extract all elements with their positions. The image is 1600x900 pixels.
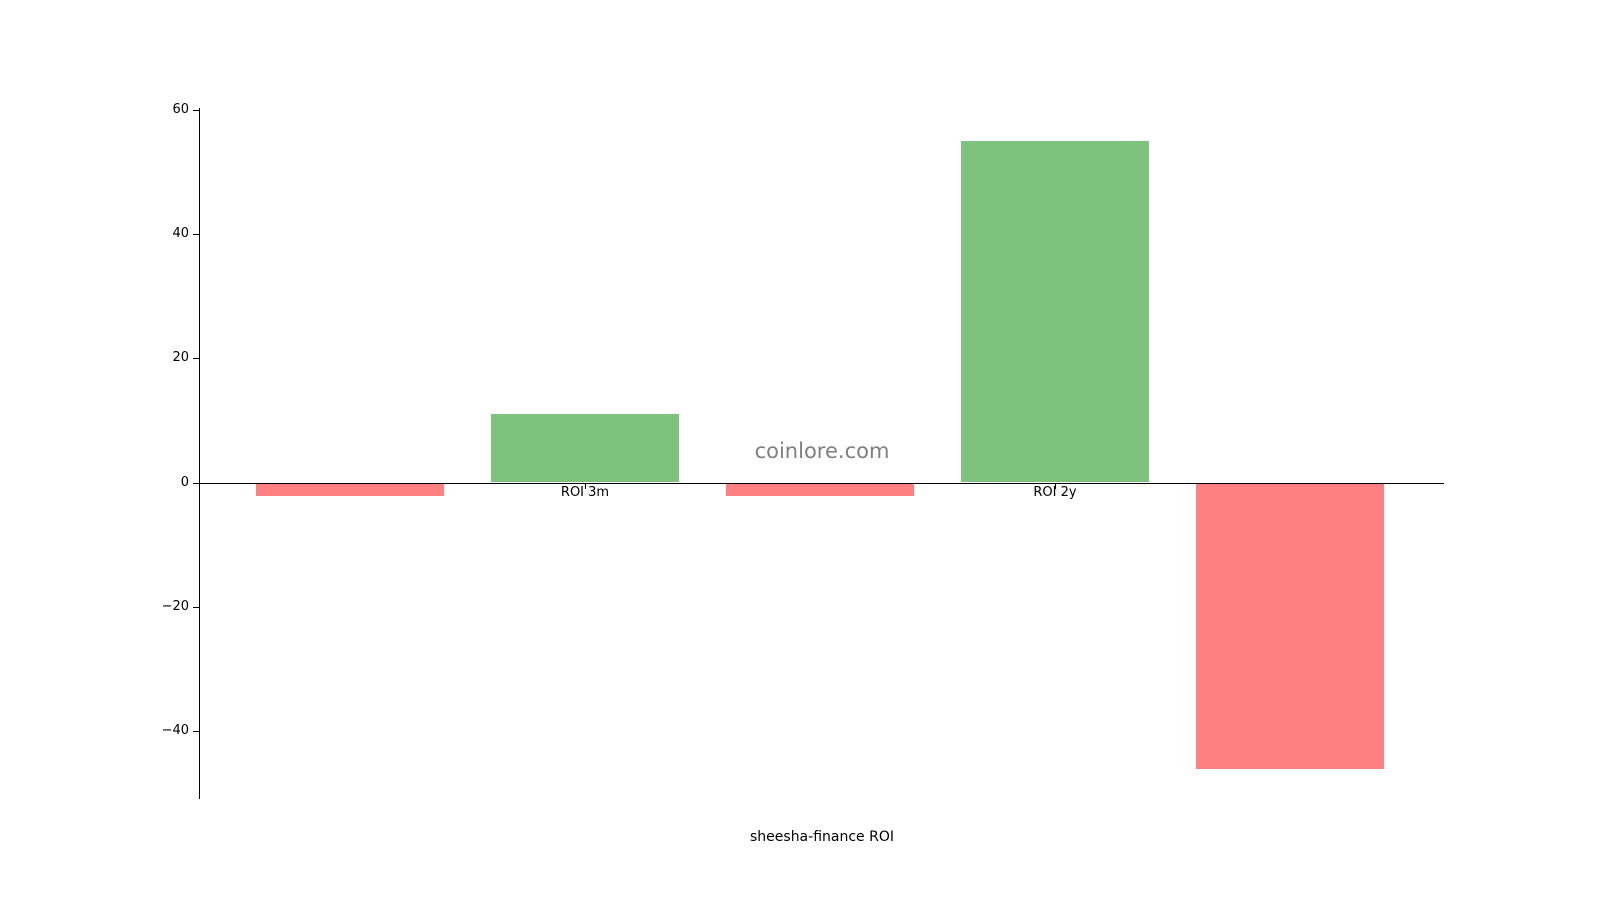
y-tick-label: 60 [172, 102, 189, 117]
chart-title: sheesha-finance ROI [750, 829, 894, 845]
y-tick-label: 0 [180, 475, 189, 490]
y-axis-spine [199, 108, 200, 799]
chart-bar-5 [1196, 483, 1384, 770]
chart-bar-3 [726, 483, 914, 496]
y-tick-mark [193, 607, 199, 608]
y-tick-mark [193, 110, 199, 111]
y-tick-mark [193, 234, 199, 235]
x-tick-label: ROI 3m [560, 485, 610, 500]
y-tick-mark [193, 731, 199, 732]
x-tick-mark [585, 484, 586, 489]
x-tick-mark [1055, 484, 1056, 489]
chart-bar-4 [961, 140, 1149, 483]
y-tick-label: −20 [161, 599, 189, 614]
y-tick-label: 20 [172, 350, 189, 365]
chart-bar-2 [491, 414, 679, 483]
chart-bar-1 [256, 483, 444, 496]
watermark-text: coinlore.com [754, 439, 890, 463]
y-tick-mark [193, 483, 199, 484]
x-tick-label: ROI 2y [1033, 485, 1077, 500]
y-tick-label: −40 [161, 723, 189, 738]
y-tick-label: 40 [172, 226, 189, 241]
y-tick-mark [193, 358, 199, 359]
